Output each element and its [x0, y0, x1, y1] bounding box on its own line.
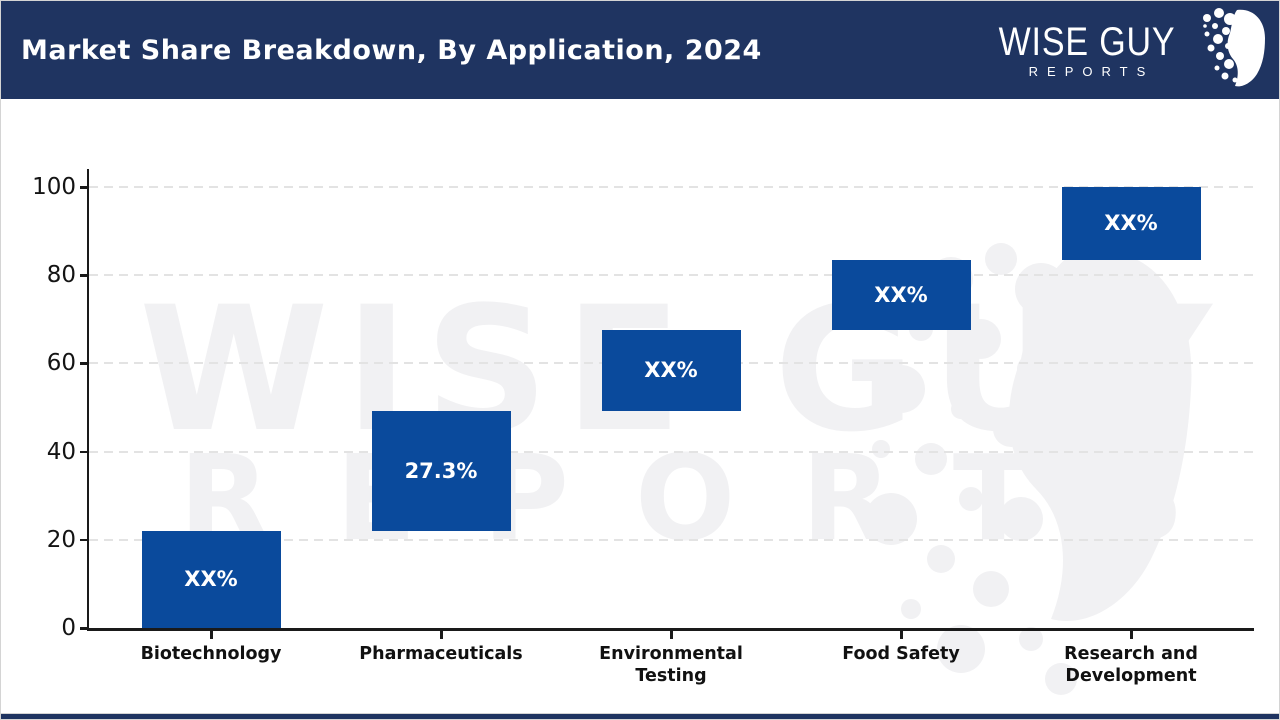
gridline-y40	[89, 450, 1254, 453]
chart-bar: XX%	[1061, 187, 1201, 260]
wise-guy-logo: WISE GUY REPORTS	[983, 6, 1267, 94]
logo-wordmark: WISE GUY	[998, 20, 1176, 64]
x-category-label: Biotechnology	[140, 644, 282, 664]
logo-head-icon	[1193, 6, 1267, 94]
x-tick	[210, 630, 213, 639]
chart-bar: XX%	[141, 530, 281, 628]
x-category-label: Research and Development	[1064, 644, 1198, 686]
chart: WISE GUY REPORTS 0 20 40 60 80 100 XX% Biotechn…	[1, 99, 1279, 716]
bar-value-label: 27.3%	[404, 458, 478, 483]
page-title: Market Share Breakdown, By Application, …	[21, 34, 762, 66]
y-tick	[80, 538, 89, 542]
chart-bar: XX%	[601, 330, 741, 411]
x-tick	[1130, 630, 1133, 639]
x-category-label: Food Safety	[842, 644, 960, 664]
x-category-label: Environmental Testing	[599, 644, 743, 686]
y-tick	[80, 362, 89, 365]
y-tick-label: 100	[32, 174, 76, 200]
x-axis-line	[86, 628, 1254, 631]
header-bar: Market Share Breakdown, By Application, …	[1, 1, 1279, 99]
logo-text: WISE GUY REPORTS	[983, 22, 1191, 78]
y-tick	[80, 274, 89, 277]
y-tick-label: 80	[46, 262, 76, 289]
x-tick	[440, 630, 443, 639]
logo-subtitle: REPORTS	[1028, 64, 1155, 79]
gridline-y20	[89, 538, 1254, 541]
chart-bar: XX%	[831, 259, 971, 331]
bar-value-label: XX%	[1104, 211, 1158, 236]
y-tick	[80, 450, 89, 454]
bar-value-label: XX%	[874, 283, 928, 308]
bar-value-label: XX%	[644, 358, 698, 383]
footer-accent-bar	[1, 714, 1279, 719]
y-axis-line	[86, 169, 89, 630]
bottom-divider	[1, 713, 1279, 714]
y-tick-label: 20	[46, 526, 76, 553]
x-tick	[900, 630, 903, 639]
y-tick	[80, 186, 89, 189]
bar-value-label: XX%	[184, 567, 238, 592]
y-tick-label: 0	[61, 615, 76, 641]
y-tick-label: 40	[46, 438, 76, 465]
y-tick	[80, 627, 89, 630]
chart-bar: 27.3%	[371, 410, 511, 531]
x-category-label: Pharmaceuticals	[359, 644, 523, 664]
gridline-y80	[89, 274, 1254, 277]
y-tick-label: 60	[46, 350, 76, 377]
gridline-y100	[89, 186, 1254, 188]
x-tick	[670, 630, 673, 639]
